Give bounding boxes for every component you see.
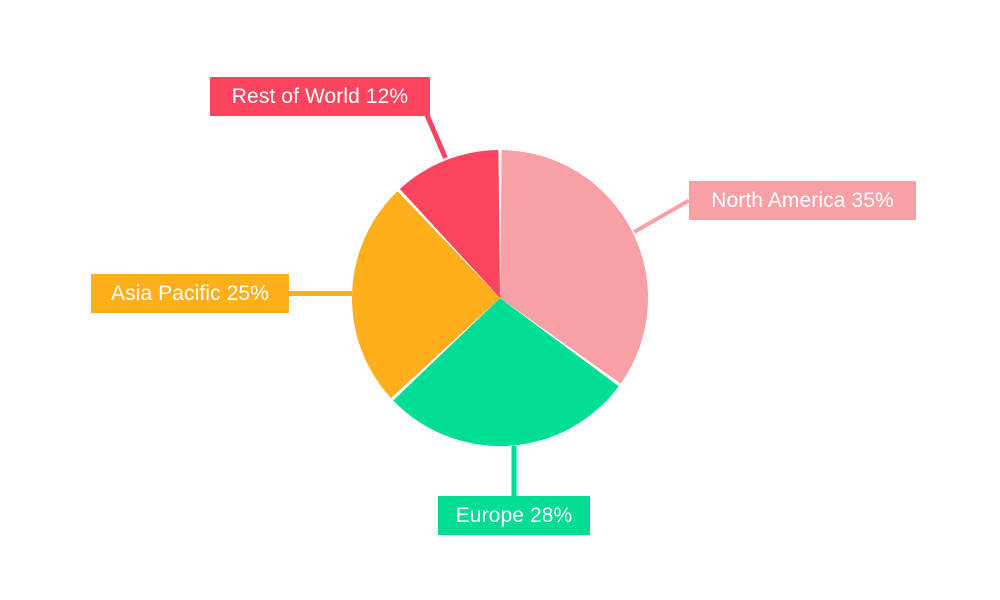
leader-line-north-america (633, 198, 690, 234)
pie-slices (352, 150, 648, 446)
pie-slice-asia-pacific[interactable] (352, 191, 500, 399)
pie-label-north-america[interactable]: North America 35% (689, 181, 916, 220)
pie-label-asia-pacific[interactable]: Asia Pacific 25% (91, 274, 289, 313)
pie-slice-europe[interactable] (393, 298, 619, 446)
pie-label-europe[interactable]: Europe 28% (438, 496, 590, 535)
pie-slice-north-america[interactable] (500, 150, 648, 384)
pie-slice-rest-of-world[interactable] (399, 150, 500, 298)
pie-leader-lines (289, 114, 690, 497)
leader-line-rest-of-world (424, 114, 448, 159)
pie-label-rest-of-world[interactable]: Rest of World 12% (210, 77, 430, 116)
